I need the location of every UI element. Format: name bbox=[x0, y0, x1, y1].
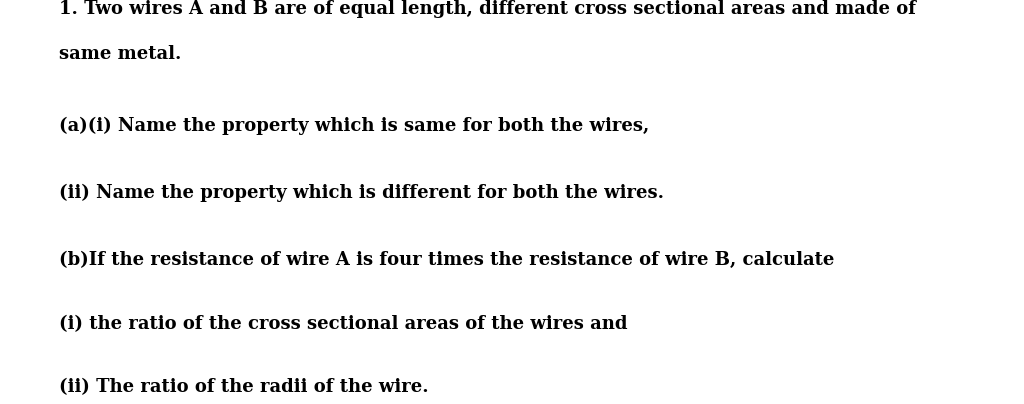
Text: (i) the ratio of the cross sectional areas of the wires and: (i) the ratio of the cross sectional are… bbox=[59, 315, 628, 333]
Text: (ii) The ratio of the radii of the wire.: (ii) The ratio of the radii of the wire. bbox=[59, 378, 429, 396]
Text: (ii) Name the property which is different for both the wires.: (ii) Name the property which is differen… bbox=[59, 184, 665, 202]
Text: same metal.: same metal. bbox=[59, 44, 182, 63]
Text: 1. Two wires A and B are of equal length, different cross sectional areas and ma: 1. Two wires A and B are of equal length… bbox=[59, 0, 916, 18]
Text: (a)(i) Name the property which is same for both the wires,: (a)(i) Name the property which is same f… bbox=[59, 117, 649, 135]
Text: (b)If the resistance of wire A is four times the resistance of wire B, calculate: (b)If the resistance of wire A is four t… bbox=[59, 250, 835, 269]
